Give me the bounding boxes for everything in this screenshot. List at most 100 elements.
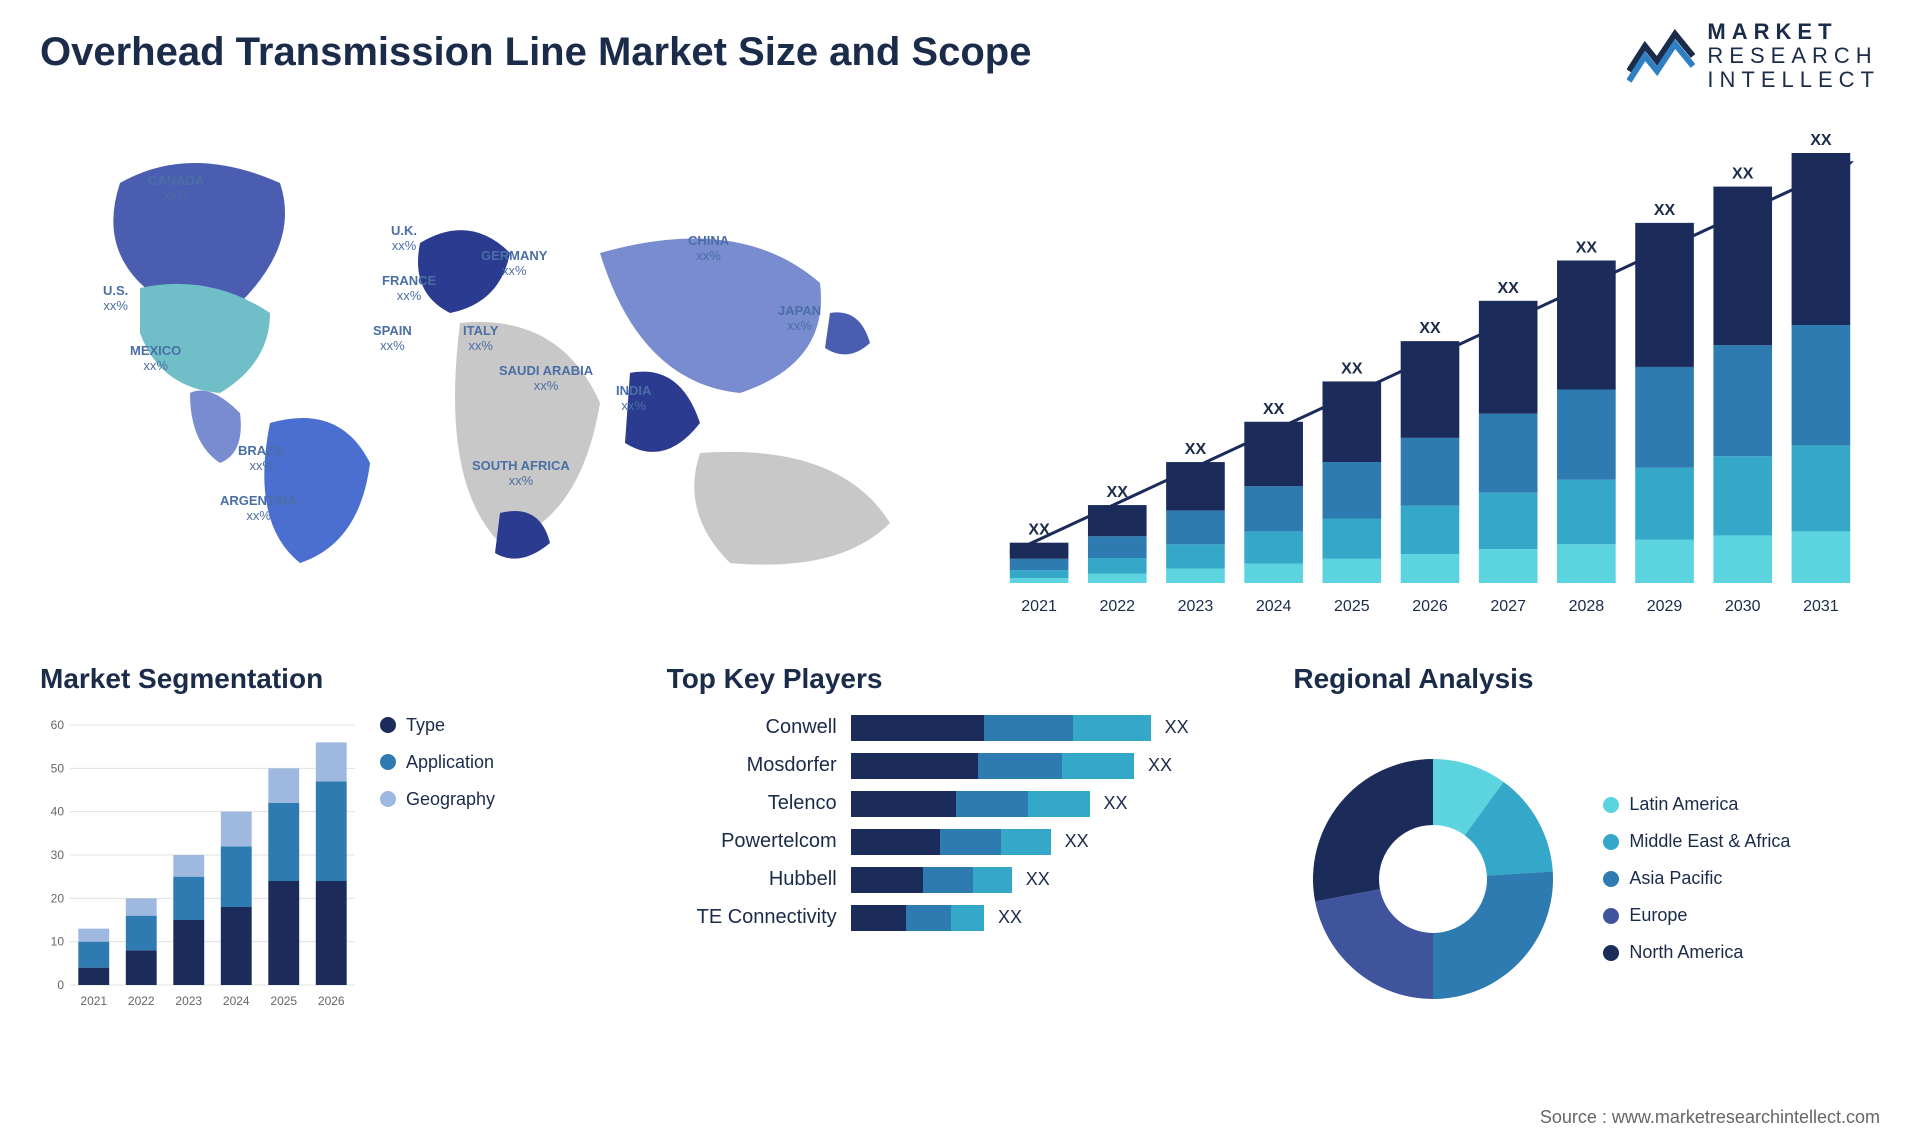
svg-text:2026: 2026 (318, 994, 345, 1008)
legend-label: Middle East & Africa (1629, 831, 1790, 852)
svg-text:2028: 2028 (1569, 598, 1605, 615)
legend-swatch (1603, 834, 1619, 850)
player-row: Hubbell XX (667, 867, 1234, 893)
player-bar-segment (956, 791, 1028, 817)
legend-label: Asia Pacific (1629, 868, 1722, 889)
svg-text:2029: 2029 (1647, 598, 1683, 615)
top-players-title: Top Key Players (667, 663, 1254, 695)
player-bar (851, 867, 1012, 893)
player-bar-segment (978, 753, 1061, 779)
player-value: XX (1026, 869, 1050, 890)
legend-label: North America (1629, 942, 1743, 963)
country-label: INDIAxx% (616, 383, 651, 414)
svg-text:2023: 2023 (175, 994, 202, 1008)
legend-item: Asia Pacific (1603, 868, 1790, 889)
player-bar-segment (984, 715, 1073, 741)
country-label: CANADAxx% (148, 173, 204, 204)
svg-text:XX: XX (1810, 132, 1832, 149)
player-value: XX (1065, 831, 1089, 852)
player-bar-segment (1028, 791, 1089, 817)
country-label: CHINAxx% (688, 233, 729, 264)
player-row: TelencoXX (667, 791, 1234, 817)
player-bar (851, 829, 1051, 855)
country-label: FRANCExx% (382, 273, 436, 304)
country-label: SOUTH AFRICAxx% (472, 458, 570, 489)
legend-swatch (380, 791, 396, 807)
player-bar-segment (1073, 715, 1151, 741)
brand-logo: MARKET RESEARCH INTELLECT (1627, 20, 1880, 93)
svg-text:2031: 2031 (1803, 598, 1839, 615)
player-bar-segment (906, 905, 950, 931)
legend-item: North America (1603, 942, 1790, 963)
legend-item: Type (380, 715, 495, 736)
player-bar-segment (851, 829, 940, 855)
country-label: SAUDI ARABIAxx% (499, 363, 593, 394)
player-name: Hubbell (667, 868, 837, 891)
player-bar (851, 715, 1151, 741)
legend-swatch (380, 754, 396, 770)
header: Overhead Transmission Line Market Size a… (40, 20, 1880, 93)
top-players-section: Top Key Players ConwellXXMosdorferXXTele… (667, 663, 1254, 1043)
segmentation-legend: Type Application Geography (380, 715, 495, 1043)
segmentation-title: Market Segmentation (40, 663, 627, 695)
player-row: MosdorferXX (667, 753, 1234, 779)
svg-text:40: 40 (51, 804, 65, 818)
legend-item: Geography (380, 789, 495, 810)
logo-line2: RESEARCH (1707, 44, 1880, 68)
svg-text:20: 20 (51, 891, 65, 905)
player-row: TE ConnectivityXX (667, 905, 1234, 931)
bottom-row: Market Segmentation 01020304050602021202… (40, 663, 1880, 1043)
svg-text:10: 10 (51, 934, 65, 948)
regional-title: Regional Analysis (1293, 663, 1880, 695)
svg-text:2025: 2025 (1334, 598, 1370, 615)
player-bar-segment (1062, 753, 1134, 779)
segmentation-chart: 0102030405060202120222023202420252026 (40, 715, 360, 1015)
player-value: XX (998, 907, 1022, 928)
player-bar-segment (851, 753, 979, 779)
legend-item: Europe (1603, 905, 1790, 926)
legend-swatch (1603, 945, 1619, 961)
legend-item: Middle East & Africa (1603, 831, 1790, 852)
svg-text:XX: XX (1341, 360, 1363, 377)
logo-line3: INTELLECT (1707, 68, 1880, 92)
svg-text:2027: 2027 (1490, 598, 1526, 615)
svg-text:XX: XX (1185, 441, 1207, 458)
player-bar-segment (851, 715, 984, 741)
svg-text:2022: 2022 (1099, 598, 1135, 615)
country-label: U.S.xx% (103, 283, 128, 314)
svg-text:60: 60 (51, 718, 65, 732)
player-bar-segment (1001, 829, 1051, 855)
regional-legend: Latin America Middle East & Africa Asia Pa… (1603, 794, 1790, 963)
regional-donut (1293, 739, 1573, 1019)
legend-label: Application (406, 752, 494, 773)
logo-line1: MARKET (1707, 20, 1880, 44)
legend-item: Latin America (1603, 794, 1790, 815)
player-bar-segment (951, 905, 984, 931)
country-label: ITALYxx% (463, 323, 498, 354)
top-row: CANADAxx%U.S.xx%MEXICOxx%BRAZILxx%ARGENT… (40, 123, 1880, 623)
svg-text:XX: XX (1576, 239, 1598, 256)
logo-text: MARKET RESEARCH INTELLECT (1707, 20, 1880, 93)
footer-source: Source : www.marketresearchintellect.com (1540, 1107, 1880, 1128)
player-name: Conwell (667, 716, 837, 739)
country-label: GERMANYxx% (481, 248, 547, 279)
svg-text:2021: 2021 (80, 994, 107, 1008)
svg-text:XX: XX (1263, 400, 1285, 417)
world-map: CANADAxx%U.S.xx%MEXICOxx%BRAZILxx%ARGENT… (40, 123, 940, 623)
player-bar-segment (940, 829, 1001, 855)
player-row: PowertelcomXX (667, 829, 1234, 855)
svg-text:XX: XX (1732, 165, 1754, 182)
svg-text:2026: 2026 (1412, 598, 1448, 615)
player-value: XX (1165, 717, 1189, 738)
country-label: BRAZILxx% (238, 443, 286, 474)
player-bar (851, 753, 1134, 779)
svg-text:XX: XX (1498, 279, 1520, 296)
player-bar (851, 905, 984, 931)
legend-swatch (1603, 871, 1619, 887)
top-players-chart: ConwellXXMosdorferXXTelencoXXPowertelcom… (667, 715, 1254, 1043)
player-name: Mosdorfer (667, 754, 837, 777)
legend-label: Type (406, 715, 445, 736)
player-bar-segment (973, 867, 1012, 893)
svg-text:2023: 2023 (1178, 598, 1214, 615)
svg-text:2022: 2022 (128, 994, 155, 1008)
